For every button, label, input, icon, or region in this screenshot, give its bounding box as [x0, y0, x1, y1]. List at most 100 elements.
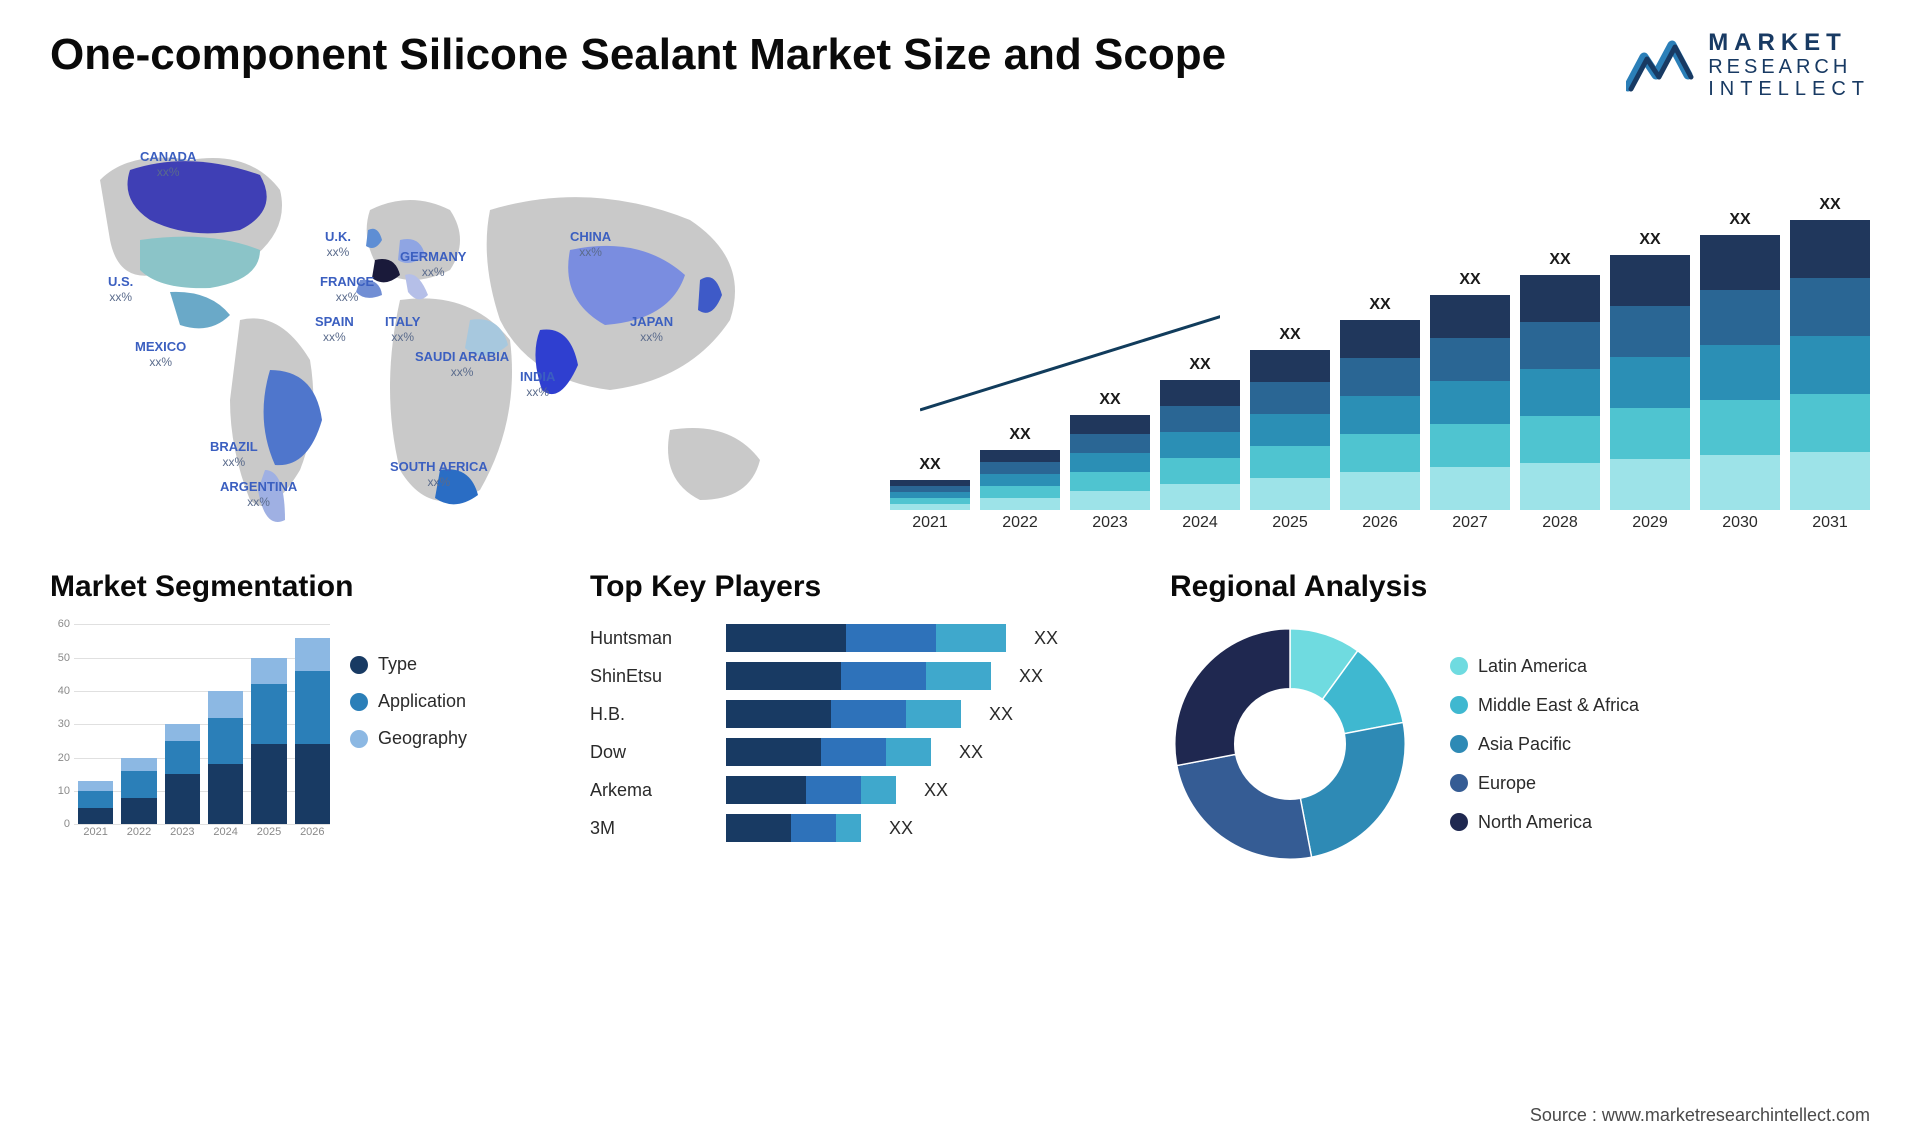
regional-legend-item: Asia Pacific — [1450, 734, 1639, 755]
segmentation-section: Market Segmentation 0102030405060 202120… — [50, 570, 530, 864]
country-label-u-s-: U.S.xx% — [108, 275, 133, 304]
player-value: XX — [959, 742, 983, 763]
logo-mark-icon — [1626, 37, 1696, 93]
segmentation-legend: Type Application Geography — [350, 624, 467, 844]
player-name: H.B. — [590, 704, 710, 725]
country-label-saudi-arabia: SAUDI ARABIAxx% — [415, 350, 509, 379]
country-label-italy: ITALYxx% — [385, 315, 420, 344]
key-players-chart: Huntsman XX ShinEtsu XX H.B. XX Dow XX Arkema XX 3… — [590, 624, 1110, 842]
growth-bar-2021: XX — [890, 480, 970, 510]
seg-bar-2023 — [165, 724, 200, 824]
source-text: Source : www.marketresearchintellect.com — [1530, 1105, 1870, 1126]
player-name: 3M — [590, 818, 710, 839]
growth-bar-label: XX — [1790, 196, 1870, 214]
country-label-canada: CANADAxx% — [140, 150, 196, 179]
growth-bar-2030: XX — [1700, 235, 1780, 510]
regional-legend-item: Europe — [1450, 773, 1639, 794]
player-bar — [726, 738, 931, 766]
player-row: Arkema XX — [590, 776, 1110, 804]
growth-bar-label: XX — [1160, 356, 1240, 374]
growth-bar-2026: XX — [1340, 320, 1420, 510]
seg-bar-2026 — [295, 638, 330, 825]
growth-bar-label: XX — [1340, 296, 1420, 314]
key-players-section: Top Key Players HuntsmanXXShinEtsuXXH.B.… — [590, 570, 1110, 864]
seg-legend-item: Type — [350, 654, 467, 675]
player-value: XX — [989, 704, 1013, 725]
player-bar — [726, 700, 961, 728]
growth-x-axis: 2021 2022 2023 2024 2025 2026 2027 2028 2029 2030… — [890, 514, 1870, 540]
country-label-south-africa: SOUTH AFRICAxx% — [390, 460, 488, 489]
growth-x-label: 2021 — [890, 514, 970, 540]
player-row: Dow XX — [590, 738, 1110, 766]
country-brazil — [264, 370, 322, 465]
regional-legend-item: North America — [1450, 812, 1639, 833]
growth-x-label: 2025 — [1250, 514, 1330, 540]
logo-line3: INTELLECT — [1708, 78, 1870, 100]
growth-x-label: 2028 — [1520, 514, 1600, 540]
country-label-france: FRANCExx% — [320, 275, 374, 304]
growth-bar-label: XX — [1430, 271, 1510, 289]
player-row: H.B. XX — [590, 700, 1110, 728]
growth-bar-2027: XX — [1430, 295, 1510, 510]
country-label-argentina: ARGENTINAxx% — [220, 480, 297, 509]
growth-x-label: 2024 — [1160, 514, 1240, 540]
top-row: CANADAxx%U.S.xx%MEXICOxx%BRAZILxx%ARGENT… — [50, 120, 1870, 540]
growth-bar-2029: XX — [1610, 255, 1690, 510]
country-label-india: INDIAxx% — [520, 370, 555, 399]
country-label-u-k-: U.K.xx% — [325, 230, 351, 259]
growth-bar-2024: XX — [1160, 380, 1240, 510]
growth-bar-label: XX — [1520, 251, 1600, 269]
growth-x-label: 2023 — [1070, 514, 1150, 540]
regional-legend-item: Latin America — [1450, 656, 1639, 677]
growth-bar-2031: XX — [1790, 220, 1870, 510]
donut-slice — [1177, 755, 1312, 860]
growth-x-label: 2029 — [1610, 514, 1690, 540]
seg-bar-2022 — [121, 758, 156, 825]
country-label-germany: GERMANYxx% — [400, 250, 466, 279]
growth-bars: XXXXXXXXXXXXXXXXXXXXXX — [890, 170, 1870, 510]
player-name: Dow — [590, 742, 710, 763]
seg-bar-2024 — [208, 691, 243, 824]
growth-bar-label: XX — [1700, 211, 1780, 229]
player-value: XX — [1034, 628, 1058, 649]
country-label-japan: JAPANxx% — [630, 315, 673, 344]
player-value: XX — [1019, 666, 1043, 687]
growth-bar-label: XX — [890, 456, 970, 474]
growth-chart: XXXXXXXXXXXXXXXXXXXXXX 20212022202320242… — [890, 120, 1870, 540]
growth-x-label: 2027 — [1430, 514, 1510, 540]
player-bar — [726, 814, 861, 842]
country-u-s- — [140, 237, 260, 289]
seg-legend-item: Application — [350, 691, 467, 712]
country-label-spain: SPAINxx% — [315, 315, 354, 344]
player-row: Huntsman XX — [590, 624, 1110, 652]
seg-bar-2025 — [251, 658, 286, 825]
growth-bar-label: XX — [980, 426, 1060, 444]
seg-bar-2021 — [78, 781, 113, 824]
player-name: Huntsman — [590, 628, 710, 649]
growth-bar-2022: XX — [980, 450, 1060, 510]
growth-x-label: 2026 — [1340, 514, 1420, 540]
segmentation-title: Market Segmentation — [50, 570, 530, 604]
logo-line1: MARKET — [1708, 30, 1870, 56]
player-name: ShinEtsu — [590, 666, 710, 687]
regional-section: Regional Analysis Latin AmericaMiddle Ea… — [1170, 570, 1870, 864]
growth-bar-2025: XX — [1250, 350, 1330, 510]
growth-bar-2023: XX — [1070, 415, 1150, 510]
donut-slice — [1175, 629, 1290, 766]
seg-legend-item: Geography — [350, 728, 467, 749]
segmentation-chart: 0102030405060 202120222023202420252026 — [50, 624, 330, 844]
player-bar — [726, 662, 991, 690]
player-row: 3MXX — [590, 814, 1110, 842]
growth-bar-label: XX — [1250, 326, 1330, 344]
logo-line2: RESEARCH — [1708, 56, 1870, 78]
player-value: XX — [924, 780, 948, 801]
player-name: Arkema — [590, 780, 710, 801]
page-title: One-component Silicone Sealant Market Si… — [50, 30, 1226, 80]
country-label-mexico: MEXICOxx% — [135, 340, 186, 369]
logo: MARKET RESEARCH INTELLECT — [1626, 30, 1870, 100]
growth-x-label: 2030 — [1700, 514, 1780, 540]
growth-x-label: 2031 — [1790, 514, 1870, 540]
growth-x-label: 2022 — [980, 514, 1060, 540]
player-bar — [726, 624, 1006, 652]
world-map: CANADAxx%U.S.xx%MEXICOxx%BRAZILxx%ARGENT… — [50, 120, 850, 540]
